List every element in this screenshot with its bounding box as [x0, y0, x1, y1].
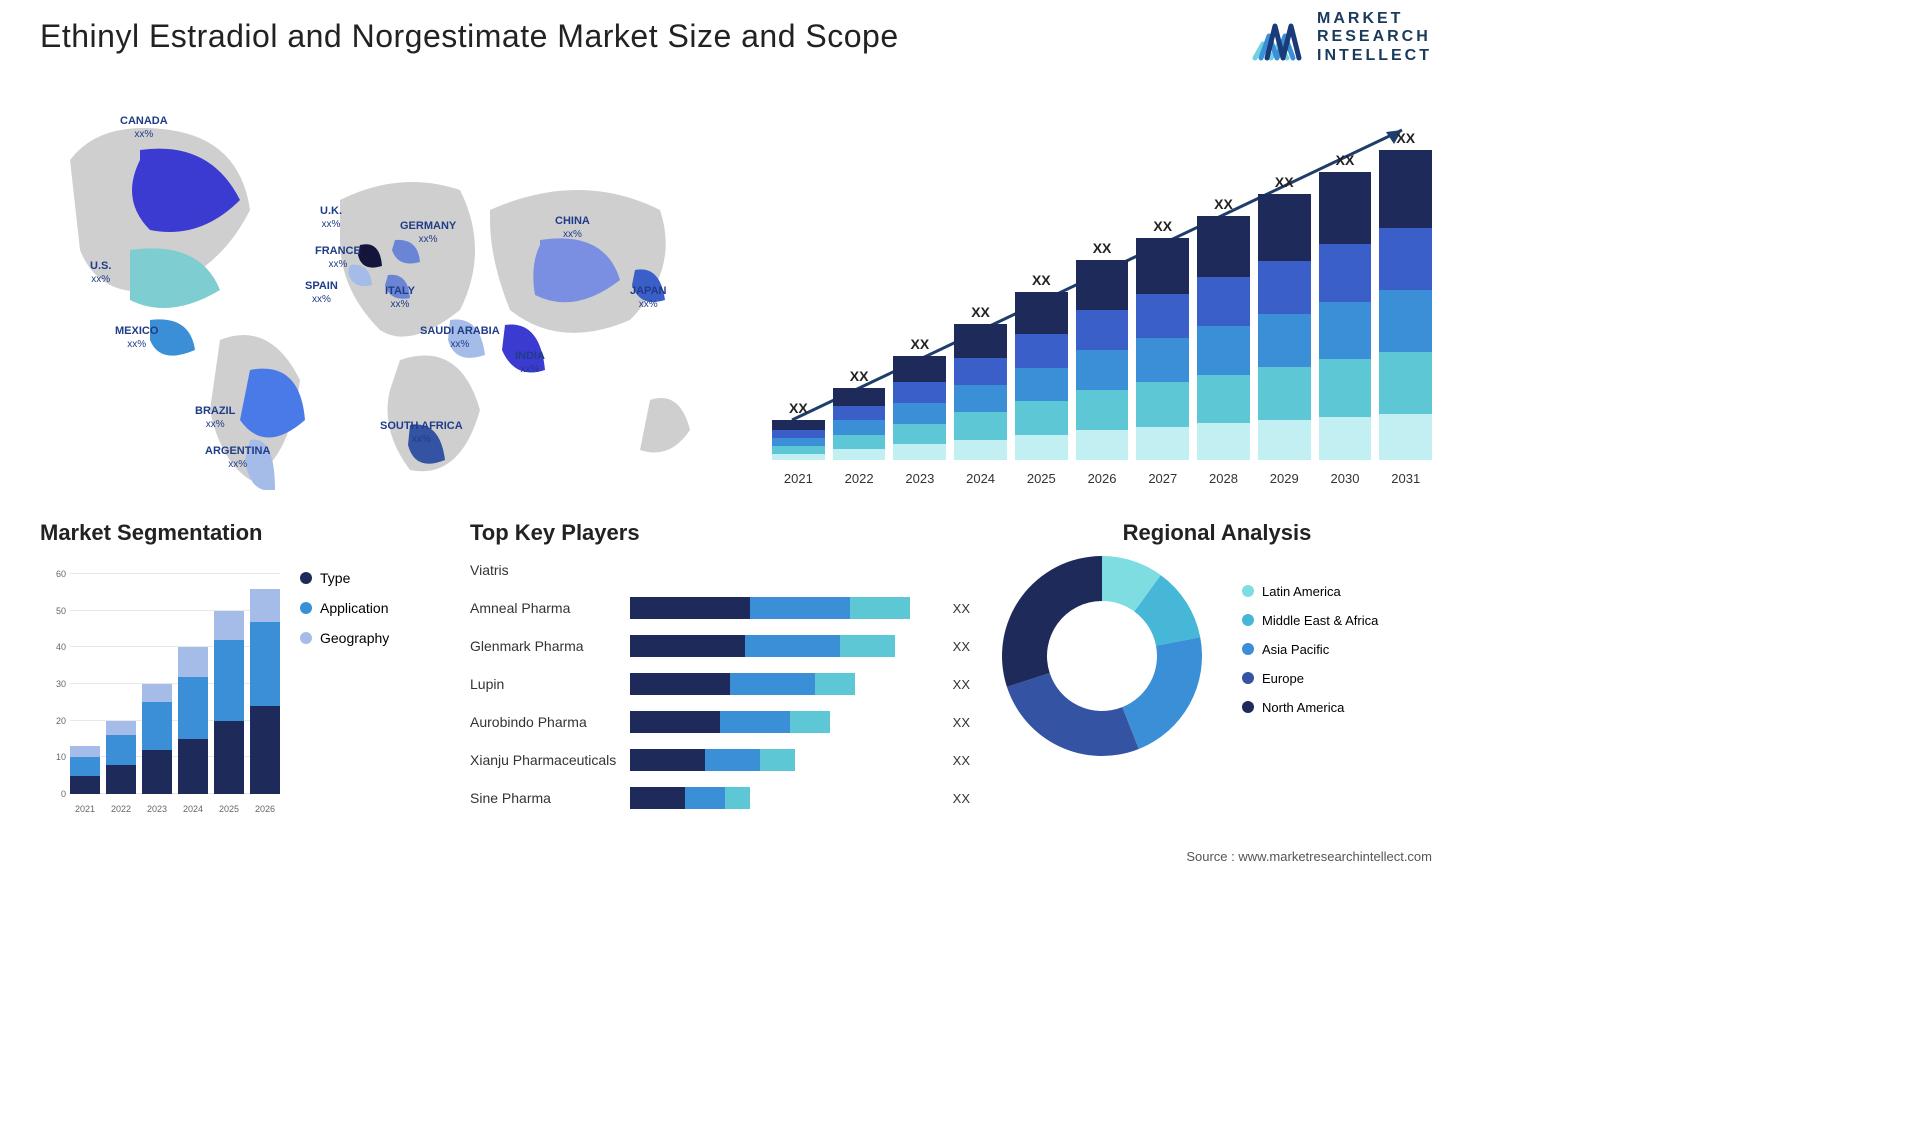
- segmentation-bar: [178, 647, 208, 794]
- segmentation-section: Market Segmentation 0102030405060 202120…: [40, 520, 440, 816]
- key-players-section: Top Key Players Viatris Amneal PharmaXX Gl…: [470, 520, 970, 822]
- map-country-label: U.S.xx%: [90, 260, 111, 286]
- donut-slice: [1122, 637, 1202, 749]
- growth-bar: XX: [1197, 196, 1250, 460]
- map-country-label: MEXICOxx%: [115, 325, 158, 351]
- growth-bar: XX: [1319, 152, 1372, 460]
- player-row: LupinXX: [470, 670, 970, 698]
- map-country-label: JAPANxx%: [630, 285, 666, 311]
- key-players-title: Top Key Players: [470, 520, 970, 546]
- player-row: Amneal PharmaXX: [470, 594, 970, 622]
- regional-donut: [1002, 556, 1202, 756]
- legend-item: Middle East & Africa: [1242, 613, 1378, 628]
- segmentation-legend: Type Application Geography: [300, 570, 389, 660]
- segmentation-bar: [142, 684, 172, 794]
- brand-logo: MARKET RESEARCH INTELLECT: [1251, 10, 1432, 65]
- map-country-label: ITALYxx%: [385, 285, 415, 311]
- growth-bar: XX: [954, 304, 1007, 460]
- legend-item: North America: [1242, 700, 1378, 715]
- legend-item: Application: [300, 600, 389, 616]
- segmentation-bar: [214, 611, 244, 794]
- legend-item: Geography: [300, 630, 389, 646]
- growth-bar: XX: [1379, 130, 1432, 460]
- player-row: Glenmark PharmaXX: [470, 632, 970, 660]
- growth-bar: XX: [893, 336, 946, 460]
- donut-slice: [1002, 556, 1102, 687]
- growth-bar: XX: [1258, 174, 1311, 460]
- map-country-label: CANADAxx%: [120, 115, 168, 141]
- legend-item: Type: [300, 570, 389, 586]
- legend-item: Latin America: [1242, 584, 1378, 599]
- donut-slice: [1007, 673, 1139, 756]
- legend-item: Asia Pacific: [1242, 642, 1378, 657]
- segmentation-bar: [106, 721, 136, 794]
- player-row: Aurobindo PharmaXX: [470, 708, 970, 736]
- player-row: Sine PharmaXX: [470, 784, 970, 812]
- source-label: Source : www.marketresearchintellect.com: [1186, 849, 1432, 864]
- map-country-label: U.K.xx%: [320, 205, 342, 231]
- growth-bar: XX: [833, 368, 886, 460]
- regional-legend: Latin America Middle East & Africa Asia Pa…: [1242, 584, 1378, 729]
- map-country-label: GERMANYxx%: [400, 220, 456, 246]
- map-country-label: INDIAxx%: [515, 350, 545, 376]
- segmentation-chart: 0102030405060 202120222023202420252026: [40, 556, 290, 816]
- regional-section: Regional Analysis Latin America Middle Ea…: [1002, 520, 1432, 756]
- map-country-label: CHINAxx%: [555, 215, 590, 241]
- map-country-label: SAUDI ARABIAxx%: [420, 325, 500, 351]
- map-country-label: ARGENTINAxx%: [205, 445, 270, 471]
- map-country-label: FRANCExx%: [315, 245, 361, 271]
- logo-icon: [1251, 14, 1307, 62]
- growth-bar: XX: [1076, 240, 1129, 460]
- growth-bar: XX: [772, 400, 825, 460]
- growth-bar: XX: [1136, 218, 1189, 460]
- map-country-label: SOUTH AFRICAxx%: [380, 420, 463, 446]
- world-map-section: CANADAxx% U.S.xx% MEXICOxx% BRAZILxx% ARGENT…: [40, 90, 720, 490]
- map-country-label: SPAINxx%: [305, 280, 338, 306]
- segmentation-bar: [70, 746, 100, 794]
- regional-title: Regional Analysis: [1002, 520, 1432, 546]
- logo-text: MARKET RESEARCH INTELLECT: [1317, 10, 1432, 65]
- map-country-label: BRAZILxx%: [195, 405, 235, 431]
- legend-item: Europe: [1242, 671, 1378, 686]
- player-row: Viatris: [470, 556, 970, 584]
- segmentation-bar: [250, 589, 280, 794]
- player-row: Xianju PharmaceuticalsXX: [470, 746, 970, 774]
- growth-chart: XXXXXXXXXXXXXXXXXXXXXX 20212022202320242…: [772, 90, 1432, 490]
- segmentation-title: Market Segmentation: [40, 520, 440, 546]
- page-title: Ethinyl Estradiol and Norgestimate Marke…: [40, 18, 899, 55]
- growth-bar: XX: [1015, 272, 1068, 460]
